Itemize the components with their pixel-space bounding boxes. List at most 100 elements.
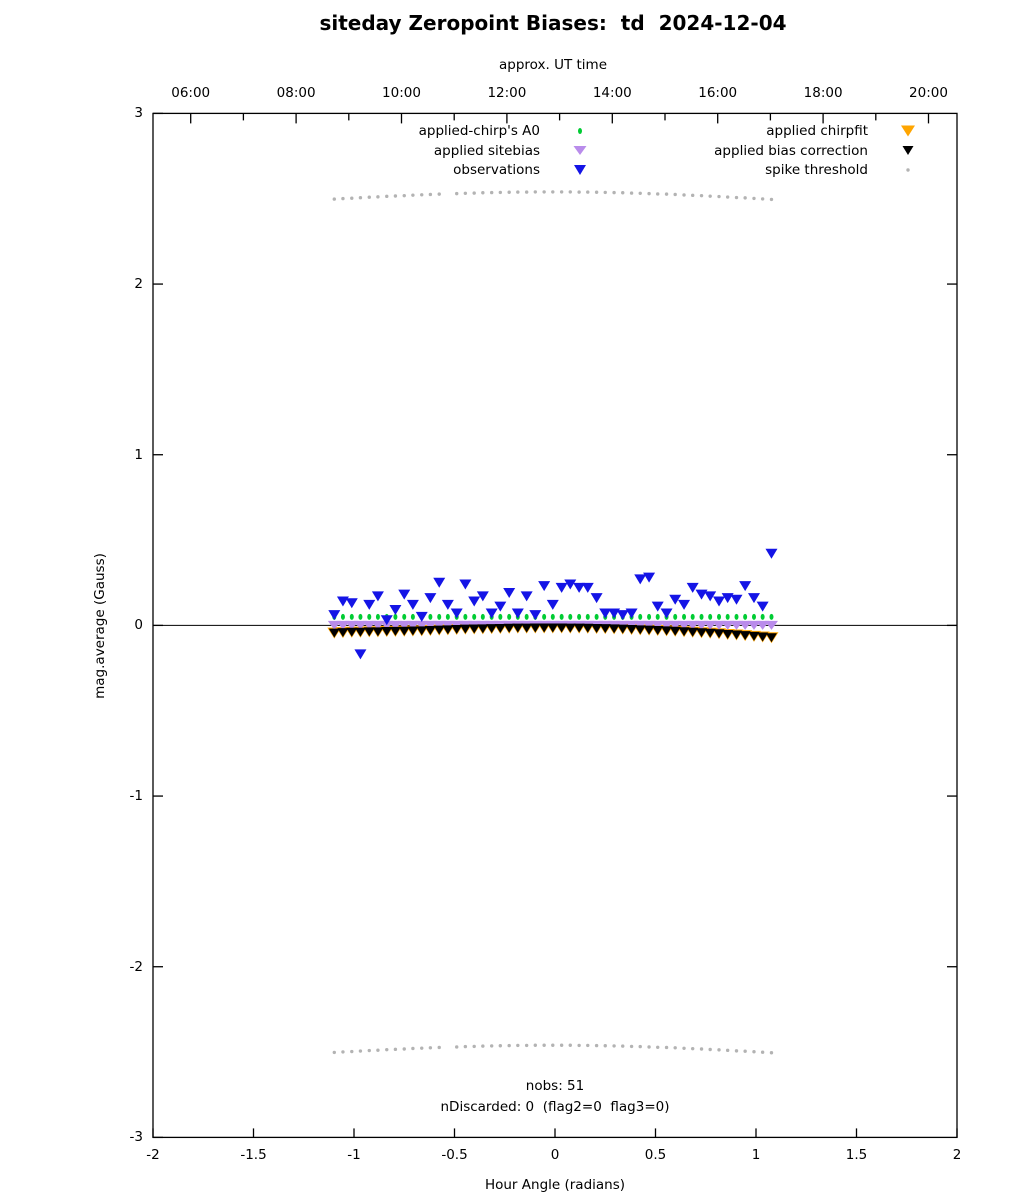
legend-label: applied chirpfit (766, 123, 868, 139)
sitebias-marker (730, 620, 744, 630)
spike_threshold_lower-marker (367, 1048, 371, 1053)
spike_threshold_upper-marker (594, 190, 599, 194)
spike_threshold_lower-marker (332, 1050, 337, 1055)
spike_threshold_lower-marker (516, 1043, 520, 1048)
spike_threshold_upper-marker (612, 190, 616, 195)
a0-marker (647, 613, 652, 620)
spike_threshold_lower-marker (734, 1049, 739, 1053)
observations-marker (695, 589, 708, 600)
sitebias-marker (642, 620, 656, 630)
bias_correction-marker (722, 629, 734, 639)
spike_threshold_lower-marker (498, 1044, 503, 1048)
sitebias-marker (371, 620, 385, 630)
spike_threshold_upper-marker (341, 196, 345, 201)
observations-marker (555, 582, 568, 593)
a0-marker (690, 613, 695, 620)
observations-marker (354, 649, 367, 660)
legend-marker-bias_correction (902, 146, 914, 155)
observations-marker (328, 610, 341, 621)
a0-marker (734, 613, 739, 620)
legend-label: spike threshold (765, 162, 868, 178)
spike_threshold_upper-marker (385, 194, 389, 199)
a0-marker (367, 613, 372, 620)
spike_threshold_upper-marker (647, 191, 651, 196)
bias_correction-marker (381, 627, 393, 637)
legend-label: observations (453, 162, 540, 178)
spike_threshold_lower-marker (586, 1043, 590, 1048)
observations-marker (573, 582, 586, 593)
sitebias-marker (651, 620, 665, 630)
x-axis-title: Hour Angle (radians) (484, 1177, 626, 1193)
a0-marker (472, 613, 477, 620)
observations-marker (363, 599, 376, 610)
a0-marker (673, 613, 678, 620)
a0-marker (340, 613, 345, 620)
a0-marker (717, 613, 722, 620)
spike_threshold_upper-marker (367, 195, 371, 199)
bias_correction-marker (529, 623, 541, 633)
bias_correction-marker (346, 627, 358, 637)
observations-marker (713, 596, 726, 607)
bias_correction-marker (573, 623, 585, 633)
spike_threshold_lower-marker (350, 1049, 354, 1054)
bias_correction-marker (538, 623, 550, 633)
sitebias-marker (423, 620, 437, 630)
observations-marker (406, 599, 419, 610)
spike_threshold_lower-marker (481, 1044, 485, 1048)
spike_threshold_lower-marker (577, 1043, 581, 1048)
sitebias-marker (415, 620, 429, 630)
legend-marker-observations (574, 165, 586, 175)
observations-marker (669, 594, 682, 605)
a0-marker (577, 613, 582, 620)
spike_threshold_lower-marker (743, 1049, 747, 1053)
spike_threshold_upper-marker (629, 191, 634, 195)
bias_correction-marker (765, 633, 777, 643)
bias_correction-marker (416, 626, 428, 636)
spike_threshold_lower-marker (358, 1049, 363, 1053)
y-axis-tick-label: -1 (129, 788, 143, 805)
a0-marker (349, 613, 354, 620)
spike_threshold_lower-marker (690, 1046, 695, 1051)
observations-marker (599, 608, 612, 619)
a0-marker (550, 613, 555, 620)
observations-marker (520, 591, 533, 602)
spike_threshold_upper-marker (542, 190, 546, 194)
a0-marker (708, 613, 713, 620)
legend-label: applied-chirp's A0 (418, 123, 540, 139)
observations-marker (704, 591, 717, 602)
a0-marker (743, 613, 748, 620)
bias_correction-marker (459, 624, 471, 634)
a0-marker (760, 613, 765, 620)
bias_correction-marker (486, 624, 498, 634)
ndiscarded-annotation: nDiscarded: 0 (flag2=0 flag3=0) (440, 1099, 670, 1115)
observations-marker (433, 577, 446, 588)
observations-marker (564, 579, 577, 590)
a0-marker (410, 613, 415, 620)
observations-marker (336, 596, 349, 607)
observations-marker (450, 608, 463, 619)
legend-marker-chirpfit (901, 125, 915, 137)
bias_correction-marker (433, 625, 445, 635)
a0-marker (751, 613, 756, 620)
spike_threshold_upper-marker (516, 190, 520, 194)
spike_threshold_lower-marker (647, 1045, 651, 1049)
chart-title: siteday Zeropoint Biases: td 2024-12-04 (319, 11, 787, 35)
top-axis-tick-label: 16:00 (698, 85, 738, 101)
spike_threshold_lower-marker (533, 1043, 538, 1047)
top-axis-tick-label: 10:00 (382, 85, 421, 101)
spike_threshold_upper-marker (350, 196, 354, 200)
spike_threshold_lower-marker (551, 1043, 555, 1047)
observations-marker (678, 599, 691, 610)
nobs-annotation: nobs: 51 (525, 1078, 585, 1094)
sitebias-marker (345, 620, 359, 630)
x-axis-tick-label: -0.5 (441, 1147, 468, 1163)
a0-marker (542, 613, 547, 620)
y-axis-tick-label: -2 (129, 958, 143, 975)
spike_threshold_lower-marker (463, 1044, 468, 1049)
spike_threshold_lower-marker (568, 1043, 572, 1047)
sitebias-marker (336, 620, 350, 630)
sitebias-marker (327, 620, 341, 630)
bias_correction-marker (564, 623, 576, 633)
observations-marker (398, 589, 411, 600)
